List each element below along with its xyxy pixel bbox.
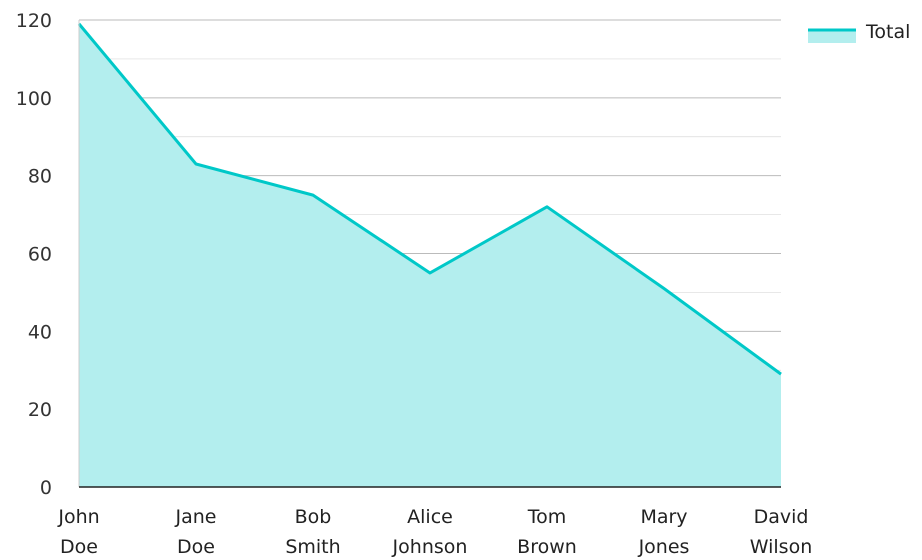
x-tick-label-line: Bob — [295, 506, 332, 528]
x-tick-label-line: Wilson — [750, 536, 813, 558]
area-series — [77, 22, 782, 488]
y-tick-label: 0 — [40, 477, 52, 499]
legend-label-total: Total — [865, 21, 910, 43]
x-tick-label-line: Brown — [517, 536, 577, 558]
x-tick-label-line: John — [57, 506, 99, 528]
area-fill — [79, 23, 781, 488]
y-tick-label: 120 — [16, 10, 52, 32]
x-tick-label-line: Jane — [175, 506, 217, 528]
x-tick-label-line: Alice — [407, 506, 453, 528]
x-tick-label-line: Mary — [640, 506, 687, 528]
x-tick-label-line: David — [754, 506, 809, 528]
x-tick-label-line: Jones — [638, 536, 690, 558]
x-tick-label-line: Tom — [527, 506, 567, 528]
x-tick-label: Mary Jones — [638, 506, 690, 558]
x-tick-label: Alice Johnson — [392, 506, 468, 558]
x-tick-label-line: Doe — [177, 536, 215, 558]
x-tick-labels: John Doe Jane Doe Bob Smith Alice Johnson Tom Bro… — [57, 506, 812, 558]
x-tick-label: David Wilson — [750, 506, 813, 558]
x-tick-label-line: Johnson — [392, 536, 468, 558]
y-tick-label: 20 — [28, 399, 52, 421]
x-tick-label-line: Doe — [60, 536, 98, 558]
axes — [78, 20, 781, 488]
y-tick-label: 100 — [16, 88, 52, 110]
x-tick-label: Jane Doe — [175, 506, 217, 558]
legend-swatch — [808, 29, 856, 43]
x-tick-label: John Doe — [57, 506, 99, 558]
y-tick-label: 80 — [28, 166, 52, 188]
x-tick-label-line: Smith — [285, 536, 340, 558]
legend: Total — [808, 21, 910, 43]
y-tick-label: 60 — [28, 244, 52, 266]
y-tick-label: 40 — [28, 321, 52, 343]
x-tick-label: Bob Smith — [285, 506, 340, 558]
x-tick-label: Tom Brown — [517, 506, 577, 558]
y-tick-labels: 0 20 40 60 80 100 120 — [16, 10, 52, 499]
